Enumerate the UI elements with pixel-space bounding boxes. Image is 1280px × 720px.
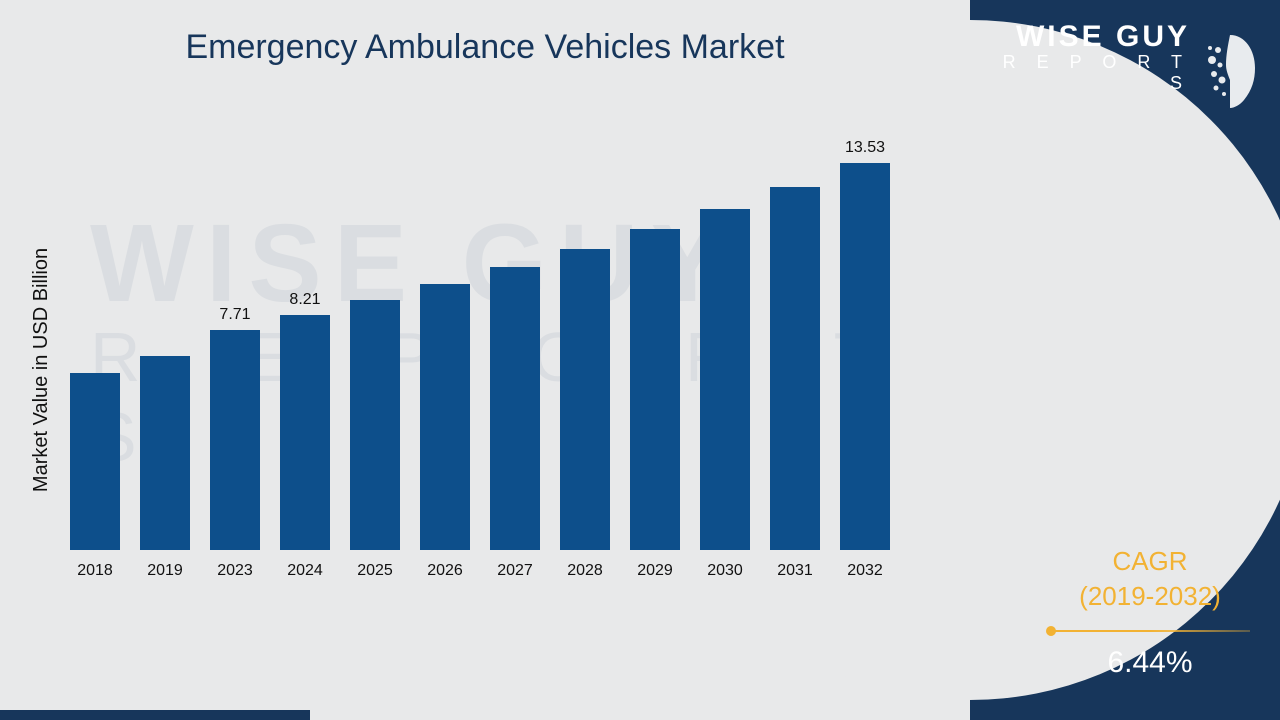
bar [420, 284, 470, 550]
cagr-divider [1050, 630, 1250, 632]
x-tick-label: 2026 [410, 562, 480, 580]
cagr-label: CAGR [1020, 546, 1280, 577]
brand-line1: WISE GUY [990, 20, 1190, 54]
head-icon [1200, 30, 1260, 110]
cagr-range: (2019-2032) [1020, 581, 1280, 612]
bar-value-label: 7.71 [200, 306, 270, 324]
bar-chart: 7.718.2113.53 20182019202320242025202620… [70, 150, 910, 590]
bar [700, 209, 750, 550]
x-tick-label: 2024 [270, 562, 340, 580]
bar [490, 267, 540, 550]
bar [630, 229, 680, 550]
bar [770, 187, 820, 550]
bar [70, 373, 120, 550]
x-tick-label: 2023 [200, 562, 270, 580]
bar [140, 356, 190, 550]
x-tick-label: 2028 [550, 562, 620, 580]
x-tick-label: 2031 [760, 562, 830, 580]
y-axis-label: Market Value in USD Billion [30, 170, 53, 570]
brand-logo: WISE GUY R E P O R T S [990, 20, 1260, 94]
bar [560, 249, 610, 550]
bar-value-label: 8.21 [270, 291, 340, 309]
x-tick-label: 2025 [340, 562, 410, 580]
x-tick-label: 2029 [620, 562, 690, 580]
bottom-accent-bar [0, 710, 310, 720]
plot-area: 7.718.2113.53 [70, 150, 910, 550]
x-tick-label: 2018 [60, 562, 130, 580]
bar-value-label: 13.53 [830, 139, 900, 157]
x-tick-label: 2027 [480, 562, 550, 580]
bar [280, 315, 330, 550]
bar [840, 163, 890, 550]
cagr-value: 6.44% [1020, 646, 1280, 680]
chart-title: Emergency Ambulance Vehicles Market [0, 28, 970, 67]
brand-line2: R E P O R T S [990, 52, 1190, 94]
bar [210, 330, 260, 550]
x-tick-label: 2030 [690, 562, 760, 580]
cagr-block: CAGR (2019-2032) 6.44% [1020, 546, 1280, 680]
x-tick-label: 2032 [830, 562, 900, 580]
x-tick-label: 2019 [130, 562, 200, 580]
bar [350, 300, 400, 550]
